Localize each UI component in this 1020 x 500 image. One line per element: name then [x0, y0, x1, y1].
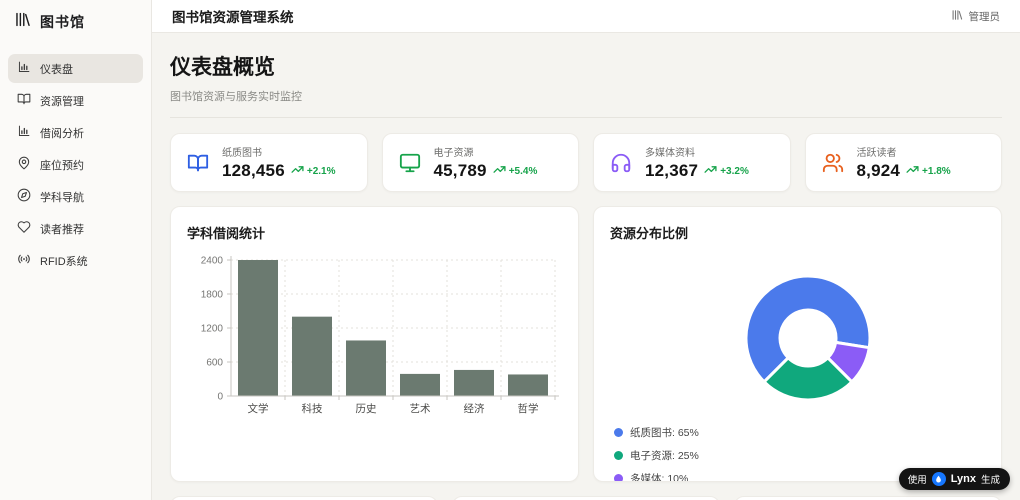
svg-text:科技: 科技 — [302, 402, 323, 415]
book-open-icon — [187, 152, 209, 174]
bar-chart-icon — [17, 60, 31, 77]
legend-item: 纸质图书: 65% — [614, 425, 985, 440]
badge-prefix: 使用 — [907, 475, 927, 486]
book-open-icon — [17, 92, 31, 109]
trend-up-icon — [493, 163, 506, 179]
sidebar-item-borrow-analysis[interactable]: 借阅分析 — [8, 118, 143, 147]
resource-distribution-donut-chart — [744, 274, 872, 402]
stat-card-paper-books: 纸质图书 128,456 +2.1% — [170, 133, 368, 192]
donut-legend: 纸质图书: 65% 电子资源: 25% 多媒体: 10% — [610, 425, 985, 482]
compass-icon — [17, 188, 31, 205]
headphones-icon — [610, 152, 632, 174]
stat-value: 128,456 — [222, 161, 285, 180]
stat-label: 活跃读者 — [856, 148, 897, 159]
legend-item: 多媒体: 10% — [614, 471, 985, 482]
subject-borrow-bar-chart: 0 600 1200 1800 2400 文学 科技 历史 艺术 经济 哲学 — [201, 256, 559, 415]
trend-up-icon — [704, 163, 717, 179]
bottom-row: 快速操作 系统状态 最近通知 — [170, 496, 1002, 500]
bar-chart-title: 学科借阅统计 — [187, 226, 266, 241]
stat-label: 纸质图书 — [222, 148, 262, 159]
stat-trend-value: +5.4% — [508, 165, 538, 177]
svg-text:文学: 文学 — [248, 402, 269, 415]
legend-dot-icon — [614, 474, 623, 481]
recent-notices-card: 最近通知 — [734, 496, 1002, 500]
system-status-card: 系统状态 — [452, 496, 720, 500]
svg-text:经济: 经济 — [464, 402, 485, 415]
bar-chart-card: 学科借阅统计 0 600 1200 1800 2400 文学 科技 历史 艺术 经济 哲学 — [170, 206, 579, 482]
divider — [170, 117, 1002, 118]
sidebar-item-subject-nav[interactable]: 学科导航 — [8, 182, 143, 211]
heart-icon — [17, 220, 31, 237]
user-menu[interactable]: 管理员 — [951, 9, 1001, 24]
stat-label: 多媒体资料 — [645, 148, 695, 159]
badge-brand: Lynx — [950, 473, 976, 485]
topbar: 图书馆资源管理系统 管理员 — [152, 0, 1020, 33]
legend-label: 纸质图书: 65% — [630, 427, 699, 439]
legend-item: 电子资源: 25% — [614, 448, 985, 463]
users-icon — [822, 152, 844, 174]
sidebar-item-label: 资源管理 — [40, 95, 84, 108]
user-name: 管理员 — [968, 10, 1001, 23]
svg-text:艺术: 艺术 — [410, 403, 431, 415]
page-subtitle: 图书馆资源与服务实时监控 — [170, 91, 302, 103]
sidebar-item-rfid[interactable]: RFID系统 — [8, 246, 143, 275]
svg-text:2400: 2400 — [201, 256, 224, 267]
stat-trend-value: +2.1% — [306, 165, 336, 177]
legend-label: 电子资源: 25% — [630, 450, 699, 462]
sidebar-item-seat-booking[interactable]: 座位预约 — [8, 150, 143, 179]
stat-card-e-resources: 电子资源 45,789 +5.4% — [381, 133, 579, 192]
sidebar-item-label: 学科导航 — [40, 191, 84, 204]
stat-card-multimedia: 多媒体资料 12,367 +3.2% — [593, 133, 791, 192]
sidebar-item-reader-recommend[interactable]: 读者推荐 — [8, 214, 143, 243]
stat-label: 电子资源 — [433, 148, 474, 159]
svg-text:1200: 1200 — [201, 324, 224, 335]
content: 仪表盘概览 图书馆资源与服务实时监控 纸质图书 128,456 +2.1% — [152, 33, 1020, 500]
legend-dot-icon — [614, 428, 623, 437]
stat-trend-value: +3.2% — [720, 165, 749, 177]
legend-label: 多媒体: 10% — [630, 473, 689, 482]
stat-card-active-readers: 活跃读者 8,924 +1.8% — [804, 133, 1002, 192]
library-books-icon — [14, 11, 31, 33]
svg-text:1800: 1800 — [201, 290, 224, 301]
sidebar-logo[interactable]: 图书馆 — [0, 0, 151, 42]
lynx-attribution-badge[interactable]: 使用 Lynx 生成 — [898, 468, 1010, 490]
legend-dot-icon — [614, 451, 623, 460]
donut-chart-title: 资源分布比例 — [610, 226, 689, 241]
logo-text: 图书馆 — [40, 16, 85, 31]
bar-chart-icon — [17, 124, 31, 141]
lynx-logo-icon — [931, 472, 946, 486]
sidebar-nav: 仪表盘 资源管理 借阅分析 座位预约 学科导航 读者推荐 — [0, 42, 151, 287]
app-title: 图书馆资源管理系统 — [172, 10, 294, 25]
stat-value: 12,367 — [645, 161, 699, 180]
quick-actions-card: 快速操作 — [170, 496, 438, 500]
donut-chart-card: 资源分布比例 纸质图书: 65% 电子资源: 25% 多媒体: 10% — [593, 206, 1002, 482]
main-area: 图书馆资源管理系统 管理员 仪表盘概览 图书馆资源与服务实时监控 纸质图书 — [152, 0, 1020, 500]
trend-up-icon — [906, 163, 919, 179]
trend-up-icon — [291, 163, 304, 179]
map-pin-icon — [17, 156, 31, 173]
stat-trend-value: +1.8% — [922, 165, 951, 177]
stat-value: 45,789 — [433, 161, 487, 180]
sidebar-item-label: 座位预约 — [40, 159, 84, 172]
page-title: 仪表盘概览 — [170, 55, 275, 79]
badge-suffix: 生成 — [980, 475, 1000, 486]
stats-row: 纸质图书 128,456 +2.1% 电子资源 45,789 +5.4% — [170, 133, 1002, 192]
sidebar-item-label: RFID系统 — [40, 255, 88, 268]
sidebar-item-label: 借阅分析 — [40, 127, 84, 140]
svg-text:哲学: 哲学 — [518, 402, 539, 415]
charts-row: 学科借阅统计 0 600 1200 1800 2400 文学 科技 历史 艺术 经济 哲学 资源分布… — [170, 206, 1002, 482]
sidebar: 图书馆 仪表盘 资源管理 借阅分析 座位预约 学科导航 — [0, 0, 152, 500]
svg-text:0: 0 — [217, 392, 223, 403]
monitor-icon — [399, 152, 421, 174]
sidebar-item-resources[interactable]: 资源管理 — [8, 86, 143, 115]
sidebar-item-label: 读者推荐 — [40, 223, 84, 236]
sidebar-item-label: 仪表盘 — [40, 63, 73, 76]
sidebar-item-dashboard[interactable]: 仪表盘 — [8, 54, 143, 83]
library-books-icon — [951, 9, 963, 24]
svg-text:600: 600 — [206, 358, 223, 369]
stat-value: 8,924 — [856, 161, 901, 180]
radio-waves-icon — [17, 252, 31, 269]
svg-text:历史: 历史 — [356, 403, 377, 415]
